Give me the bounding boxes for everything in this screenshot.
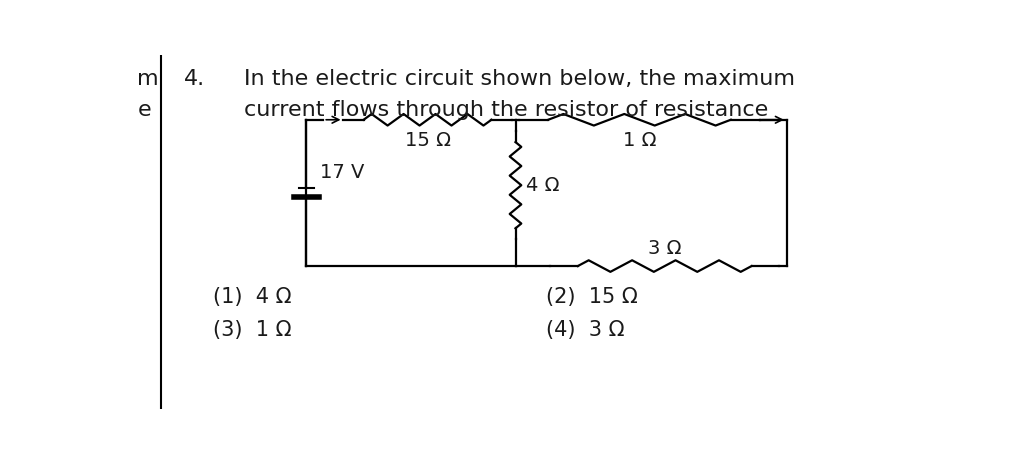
Text: 4 Ω: 4 Ω [525,176,559,195]
Text: 3 Ω: 3 Ω [648,239,681,258]
Text: 1 Ω: 1 Ω [623,130,656,150]
Text: 15 Ω: 15 Ω [404,130,451,150]
Text: 4.: 4. [183,69,205,89]
Text: 17 V: 17 V [321,163,365,182]
Text: e: e [137,100,151,120]
Text: In the electric circuit shown below, the maximum: In the electric circuit shown below, the… [245,69,796,89]
Text: (3)  1 Ω: (3) 1 Ω [213,320,292,340]
Text: (4)  3 Ω: (4) 3 Ω [547,320,625,340]
Text: (1)  4 Ω: (1) 4 Ω [213,287,292,307]
Text: m: m [137,69,159,89]
Text: current flows through the resistor of resistance: current flows through the resistor of re… [245,100,768,120]
Text: (2)  15 Ω: (2) 15 Ω [547,287,638,307]
